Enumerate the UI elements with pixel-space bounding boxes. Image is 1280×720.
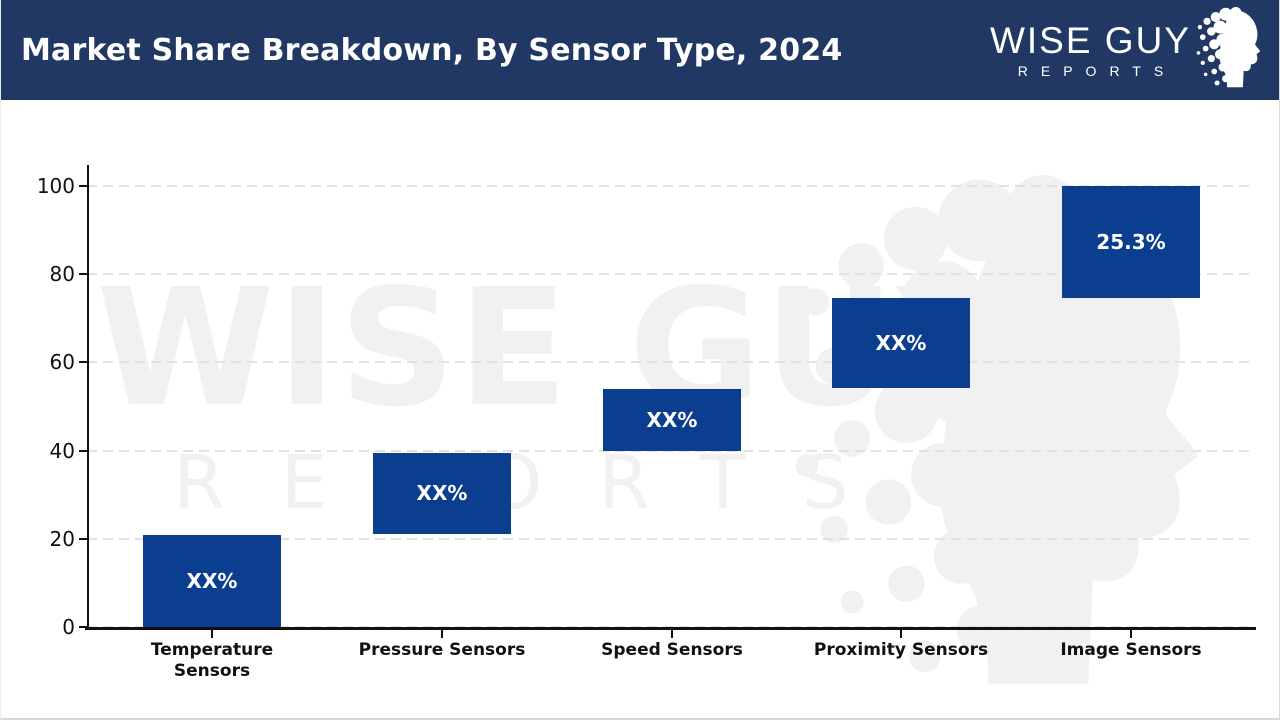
y-tick-mark (79, 626, 87, 628)
bar-3: XX% (603, 388, 741, 452)
x-tick-mark (441, 630, 443, 638)
gridline (87, 273, 1254, 276)
x-axis-label: Pressure Sensors (358, 640, 526, 660)
y-axis (87, 165, 89, 629)
y-tick-label: 0 (62, 615, 75, 639)
bar-2: XX% (373, 452, 511, 534)
x-tick-mark (1130, 630, 1132, 638)
bar-1: XX% (143, 534, 281, 627)
logo-wordmark: WISE GUY (989, 19, 1191, 61)
page-title: Market Share Breakdown, By Sensor Type, … (21, 32, 843, 68)
y-tick-mark (79, 273, 87, 276)
gridline (87, 185, 1254, 187)
y-tick-mark (79, 449, 87, 452)
bar-5: 25.3% (1062, 186, 1200, 298)
y-tick-mark (79, 537, 87, 540)
y-tick-label: 80 (49, 262, 75, 287)
gridline (87, 361, 1254, 364)
x-tick-mark (671, 630, 673, 638)
x-tick-mark (211, 630, 213, 638)
y-tick-label: 60 (49, 350, 75, 375)
x-axis-label: Speed Sensors (601, 640, 743, 660)
y-tick-label: 100 (36, 174, 75, 198)
bar-value-label: XX% (416, 481, 468, 506)
wise-guy-logo: WISE GUY REPORTS (990, 7, 1267, 93)
head-profile-dots-icon (1193, 7, 1267, 93)
logo-text: WISE GUY REPORTS (990, 22, 1191, 79)
y-tick-label: 20 (49, 526, 75, 551)
y-tick-mark (79, 361, 87, 364)
bar-value-label: XX% (875, 330, 927, 355)
y-tick-mark (79, 185, 87, 187)
bar-value-label: XX% (186, 568, 238, 593)
y-tick-label: 40 (49, 438, 75, 463)
bar-4: XX% (832, 298, 970, 388)
bar-value-label: XX% (646, 407, 698, 432)
x-axis-label: Proximity Sensors (813, 640, 989, 660)
x-axis-label: Temperature Sensors (150, 640, 274, 682)
x-axis-label: Image Sensors (1060, 640, 1202, 660)
header-bar: Market Share Breakdown, By Sensor Type, … (1, 0, 1279, 100)
bar-value-label: 25.3% (1096, 229, 1166, 254)
x-tick-mark (900, 630, 902, 638)
logo-subtitle: REPORTS (1017, 62, 1177, 79)
gridline (87, 537, 1254, 540)
x-axis (85, 627, 1256, 630)
